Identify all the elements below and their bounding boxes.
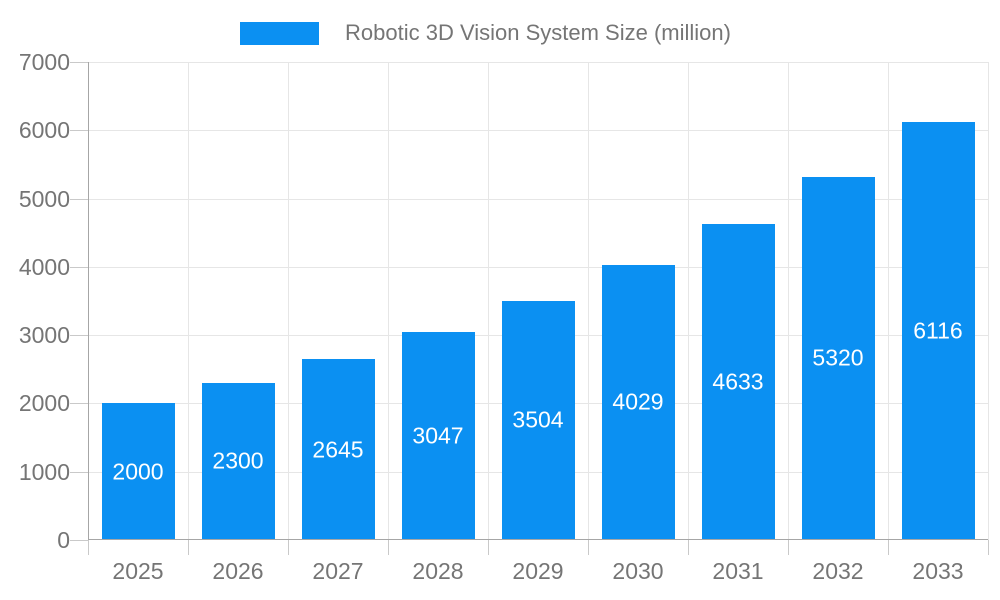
x-tick-label: 2031 [712,558,764,584]
y-tick-label: 3000 [18,322,70,349]
bar: 3047 [401,331,475,540]
x-tick-mark [588,540,589,555]
x-tick-mark [688,540,689,555]
y-axis-line [88,62,89,540]
y-tick-mark [70,130,88,132]
x-tick-mark [388,540,389,555]
x-tick-label: 2030 [612,558,664,584]
gridline-vertical [888,62,889,540]
y-tick-label: 4000 [18,253,70,280]
y-tick-label: 0 [57,527,70,553]
x-tick-mark [288,540,289,555]
gridline-vertical [188,62,189,540]
x-tick-label: 2032 [812,558,864,584]
legend-swatch [240,21,319,45]
x-tick-mark [88,540,89,555]
gridline-vertical [688,62,689,540]
gridline-vertical [288,62,289,540]
bar: 4633 [701,223,775,540]
y-tick-mark [70,471,88,473]
x-tick-label: 2025 [112,558,164,584]
plot-area: 2000 2300 2645 3047 3504 4029 4633 5320 6116 [88,62,989,540]
gridline-vertical [588,62,589,540]
bar: 2645 [301,359,375,540]
bar: 5320 [801,176,875,540]
gridline-vertical [788,62,789,540]
y-tick-mark [70,266,88,268]
bar: 6116 [901,122,975,540]
bar-value-label: 4633 [712,368,764,395]
bar-value-label: 2645 [312,436,364,463]
y-tick-label: 5000 [18,185,70,212]
x-axis-baseline [88,539,988,540]
bar-value-label: 3047 [412,422,464,449]
legend-label: Robotic 3D Vision System Size (million) [345,20,731,45]
bar-value-label: 2300 [212,447,264,474]
bar-value-label: 3504 [512,406,564,433]
x-tick-label: 2033 [912,558,964,584]
gridline-horizontal [88,130,988,132]
gridline-vertical [988,62,989,540]
bar: 2300 [201,382,275,540]
x-tick-label: 2027 [312,558,364,584]
bar-value-label: 6116 [913,317,963,344]
x-tick-mark [488,540,489,555]
bar-value-label: 5320 [812,344,864,371]
y-tick-mark [70,540,88,541]
gridline-vertical [488,62,489,540]
x-tick-label: 2029 [512,558,564,584]
x-tick-mark [988,540,989,555]
y-tick-mark [70,335,88,337]
x-tick-mark [888,540,889,555]
x-tick-label: 2028 [412,558,464,584]
y-tick-mark [70,198,88,200]
x-tick-mark [188,540,189,555]
x-tick-label: 2026 [212,558,264,584]
y-tick-mark [70,62,88,63]
y-tick-label: 7000 [18,49,70,75]
bar-value-label: 2000 [112,458,164,485]
y-tick-label: 6000 [18,117,70,144]
x-tick-mark [788,540,789,555]
bar: 4029 [601,264,675,540]
y-tick-mark [70,403,88,405]
y-tick-label: 1000 [18,458,70,485]
bar: 3504 [501,300,575,540]
y-tick-label: 2000 [18,390,70,417]
gridline-horizontal [88,62,988,63]
gridline-horizontal [88,266,988,268]
gridline-horizontal [88,198,988,200]
gridline-vertical [388,62,389,540]
bar-value-label: 4029 [612,388,664,415]
bar: 2000 [101,403,175,540]
legend: Robotic 3D Vision System Size (million) [240,20,731,46]
